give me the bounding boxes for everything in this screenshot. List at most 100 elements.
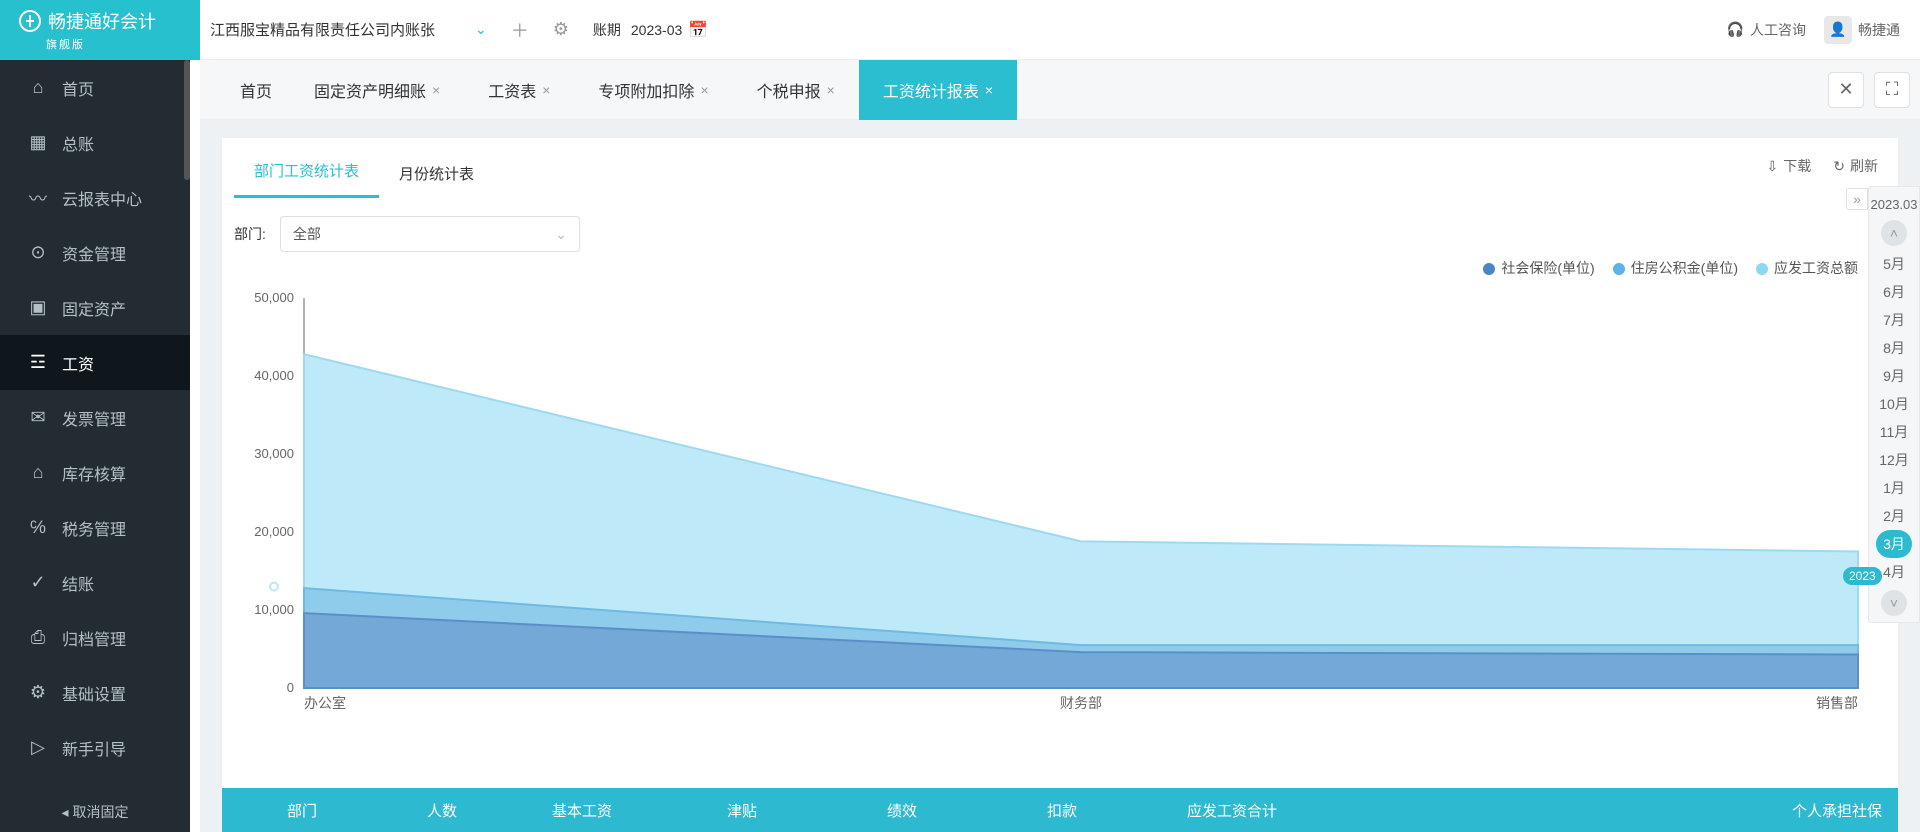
close-icon[interactable]: × <box>700 82 708 98</box>
chart-legend: 社会保险(单位) 住房公积金(单位) 应发工资总额 <box>1483 258 1858 278</box>
sidebar-item-10[interactable]: ⎙归档管理 <box>0 610 190 665</box>
tab-label: 首页 <box>240 78 272 102</box>
consult-link[interactable]: 🎧 人工咨询 <box>1727 20 1806 40</box>
close-icon[interactable]: × <box>985 82 993 98</box>
tabs-right: ✕ ⛶ <box>1818 72 1920 108</box>
legend-item-fund[interactable]: 住房公积金(单位) <box>1613 258 1738 278</box>
legend-item-social[interactable]: 社会保险(单位) <box>1483 258 1594 278</box>
company-chevron-icon[interactable]: ⌄ <box>475 21 487 38</box>
sidebar-item-label: 工资 <box>62 351 94 375</box>
sidebar-item-1[interactable]: ▦总账 <box>0 115 190 170</box>
legend-dot <box>1756 263 1768 275</box>
sidebar-item-label: 新手引导 <box>62 736 126 760</box>
rail-month-6[interactable]: 11月 <box>1876 418 1912 446</box>
sidebar-icon: ⊙ <box>28 242 48 263</box>
rail-month-5[interactable]: 10月 <box>1876 390 1912 418</box>
period-label: 账期 <box>593 20 621 40</box>
rail-month-2[interactable]: 7月 <box>1876 306 1912 334</box>
sidebar-item-label: 发票管理 <box>62 406 126 430</box>
sidebar-scrollbar[interactable] <box>184 60 190 180</box>
tab-2[interactable]: 工资表× <box>464 60 574 120</box>
sidebar-item-4[interactable]: ▣固定资产 <box>0 280 190 335</box>
sidebar-item-12[interactable]: ▷新手引导 <box>0 720 190 775</box>
rail-month-3[interactable]: 8月 <box>1876 334 1912 362</box>
table-col-3: 津贴 <box>662 800 822 821</box>
rail-up-button[interactable]: ˄ <box>1881 220 1907 246</box>
tab-0[interactable]: 首页 <box>222 60 290 120</box>
legend-label: 住房公积金(单位) <box>1631 260 1738 276</box>
rail-month-1[interactable]: 6月 <box>1876 278 1912 306</box>
tab-label: 专项附加扣除 <box>598 78 694 102</box>
rail-month-8[interactable]: 1月 <box>1876 474 1912 502</box>
sidebar-item-2[interactable]: 〰云报表中心 <box>0 170 190 225</box>
sidebar-item-label: 首页 <box>62 76 94 100</box>
sidebar-item-3[interactable]: ⊙ 资金管理 <box>0 225 190 280</box>
rail-month-0[interactable]: 5月 <box>1876 250 1912 278</box>
sidebar-unpin[interactable]: ◂ 取消固定 <box>0 802 190 822</box>
sidebar-icon: ☲ <box>28 352 48 373</box>
fullscreen-button[interactable]: ⛶ <box>1874 72 1910 108</box>
rail-down-button[interactable]: ˅ <box>1881 590 1907 616</box>
tab-label: 固定资产明细账 <box>314 78 426 102</box>
close-icon[interactable]: × <box>432 82 440 98</box>
sidebar-icon: ✉ <box>28 407 48 428</box>
brand-edition: 旗舰版 <box>18 36 200 52</box>
table-col-6: 应发工资合计 <box>1142 800 1322 821</box>
close-icon[interactable]: × <box>542 82 550 98</box>
company-name[interactable]: 江西服宝精品有限责任公司内账张 <box>210 19 435 40</box>
user-menu[interactable]: 👤 畅捷通 <box>1824 16 1900 44</box>
sidebar-item-label: 固定资产 <box>62 296 126 320</box>
subtab-month[interactable]: 月份统计表 <box>379 163 494 198</box>
tab-1[interactable]: 固定资产明细账 × <box>290 60 464 120</box>
svg-text:30,000: 30,000 <box>254 446 294 461</box>
gear-icon[interactable]: ⚙ <box>553 19 569 40</box>
table-col-5: 扣款 <box>982 800 1142 821</box>
tab-5[interactable]: 工资统计报表 × <box>859 60 1017 120</box>
sidebar-item-11[interactable]: ⚙ 基础设置 <box>0 665 190 720</box>
table-col-2: 基本工资 <box>502 800 662 821</box>
legend-dot <box>1483 263 1495 275</box>
legend-item-salary[interactable]: 应发工资总额 <box>1756 258 1858 278</box>
download-label: 下载 <box>1783 156 1811 176</box>
svg-text:0: 0 <box>287 680 294 695</box>
close-all-button[interactable]: ✕ <box>1828 72 1864 108</box>
rail-month-9[interactable]: 2月 <box>1876 502 1912 530</box>
sidebar-icon: ⌂ <box>28 462 48 483</box>
sidebar-item-6[interactable]: ✉ 发票管理 <box>0 390 190 445</box>
sidebar-item-8[interactable]: ℅税务管理 <box>0 500 190 555</box>
sidebar-item-label: 归档管理 <box>62 626 126 650</box>
table-col-more: 个人承担社保 <box>1792 800 1898 821</box>
rail-month-10[interactable]: 3月 <box>1876 530 1912 558</box>
sidebar-item-label: 基础设置 <box>62 681 126 705</box>
tab-4[interactable]: 个税申报× <box>733 60 859 120</box>
subtab-dept[interactable]: 部门工资统计表 <box>234 160 379 198</box>
add-icon[interactable]: ＋ <box>511 17 529 43</box>
sidebar-item-5[interactable]: ☲ 工资 <box>0 335 190 390</box>
download-button[interactable]: ⇩下载 <box>1767 156 1812 176</box>
dept-select[interactable]: 全部 ⌄ <box>280 216 580 252</box>
period-value[interactable]: 2023-03 <box>631 22 682 38</box>
refresh-button[interactable]: ↻刷新 <box>1833 156 1878 176</box>
dept-filter-label: 部门: <box>234 224 266 244</box>
svg-text:50,000: 50,000 <box>254 290 294 305</box>
sidebar-item-label: 云报表中心 <box>62 186 142 210</box>
rail-month-7[interactable]: 12月 <box>1876 446 1912 474</box>
tab-label: 工资统计报表 <box>883 78 979 102</box>
sidebar-item-7[interactable]: ⌂库存核算 <box>0 445 190 500</box>
user-name: 畅捷通 <box>1858 20 1900 40</box>
rail-month-4[interactable]: 9月 <box>1876 362 1912 390</box>
calendar-icon[interactable]: 📅 <box>688 20 708 40</box>
tab-3[interactable]: 专项附加扣除 × <box>574 60 732 120</box>
rail-collapse-button[interactable]: » <box>1846 188 1868 210</box>
sidebar-icon: ⚙ <box>28 682 48 703</box>
topbar-right: 🎧 人工咨询 👤 畅捷通 <box>1727 16 1920 44</box>
sidebar-item-label: 资金管理 <box>62 241 126 265</box>
svg-text:20,000: 20,000 <box>254 524 294 539</box>
sidebar-item-9[interactable]: ✓结账 <box>0 555 190 610</box>
sidebar-item-0[interactable]: ⌂首页 <box>0 60 190 115</box>
headset-icon: 🎧 <box>1727 21 1744 38</box>
close-icon[interactable]: × <box>827 82 835 98</box>
sidebar-item-label: 税务管理 <box>62 516 126 540</box>
sidebar-item-label: 结账 <box>62 571 94 595</box>
table-header: 部门人数基本工资津贴绩效扣款应发工资合计 个人承担社保 <box>222 788 1898 832</box>
